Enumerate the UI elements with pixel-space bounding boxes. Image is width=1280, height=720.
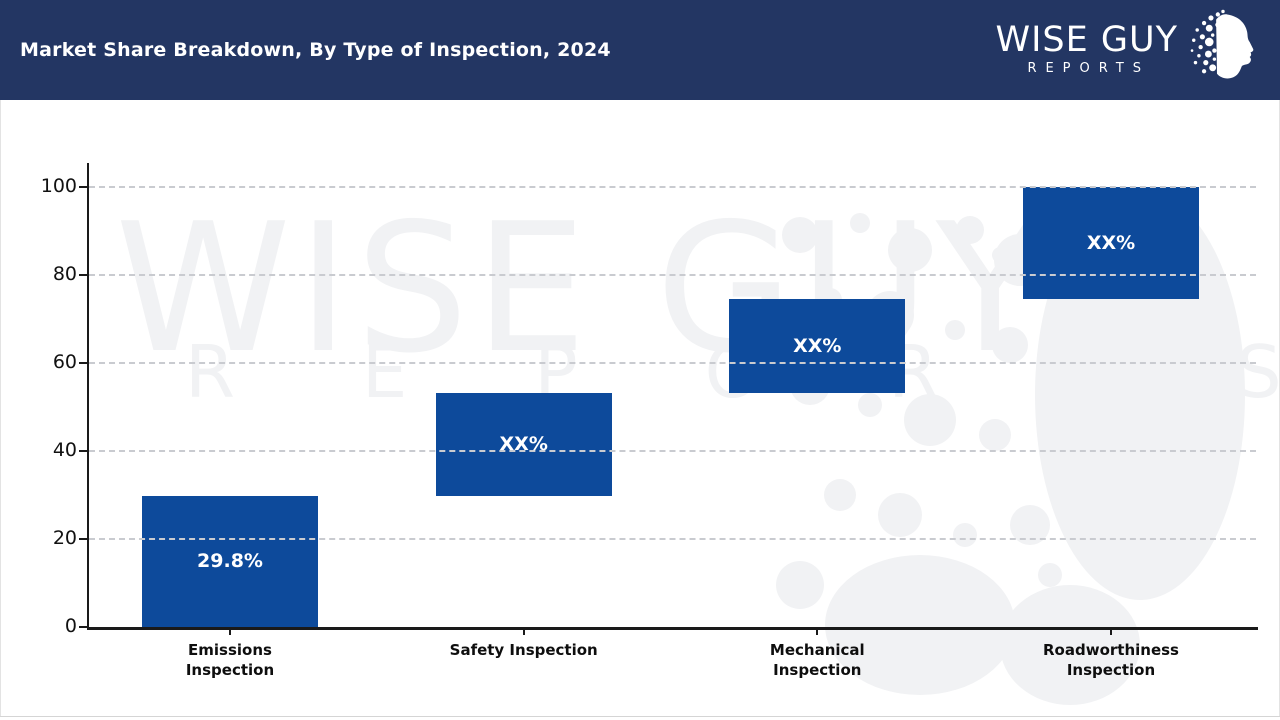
x-axis-tick xyxy=(816,627,819,635)
bar-segment xyxy=(729,298,906,393)
gridline xyxy=(89,362,1256,364)
x-tick-label: Emissions Inspection xyxy=(185,641,275,679)
bar-value-label: 29.8% xyxy=(197,550,263,573)
y-axis-tick xyxy=(79,274,87,276)
bar-value-label: XX% xyxy=(499,433,548,456)
y-axis-tick xyxy=(79,450,87,452)
wiseguy-logo: WISE GUY REPORTS xyxy=(995,8,1266,88)
footer-divider xyxy=(0,716,1280,717)
x-axis-line xyxy=(87,627,1258,630)
bar-segment xyxy=(142,495,318,627)
x-tick-label: Safety Inspection xyxy=(449,641,598,659)
y-tick-label: 40 xyxy=(52,439,77,461)
y-tick-label: 100 xyxy=(40,175,77,197)
gridline xyxy=(89,274,1256,276)
y-axis-tick xyxy=(79,362,87,364)
x-axis-tick xyxy=(229,627,231,635)
y-axis-tick xyxy=(79,626,87,628)
bar-value-label: XX% xyxy=(793,334,842,357)
bar-segment xyxy=(1023,187,1199,299)
logo-wordmark: WISE GUY xyxy=(995,19,1178,60)
y-tick-label: 0 xyxy=(64,615,77,637)
bar-segment xyxy=(435,392,612,496)
header-bar: Market Share Breakdown, By Type of Inspe… xyxy=(0,0,1280,100)
logo-subtitle: REPORTS xyxy=(1027,60,1151,76)
logo-text: WISE GUY REPORTS xyxy=(995,21,1178,76)
x-tick-label: Roadworthiness Inspection xyxy=(1043,641,1179,679)
y-tick-label: 20 xyxy=(52,527,77,549)
y-axis-line xyxy=(87,163,89,629)
bar-value-label: XX% xyxy=(1086,231,1136,254)
gridline xyxy=(89,450,1256,452)
y-axis-tick xyxy=(79,186,87,188)
logo-face-icon xyxy=(1190,9,1254,79)
x-axis-tick xyxy=(522,627,525,635)
y-tick-label: 80 xyxy=(52,263,77,285)
y-axis-tick xyxy=(79,538,87,540)
gridline xyxy=(89,186,1256,188)
y-tick-label: 60 xyxy=(52,351,77,373)
page-title: Market Share Breakdown, By Type of Inspe… xyxy=(20,39,611,61)
x-axis-tick xyxy=(1110,627,1112,635)
x-tick-label: Mechanical Inspection xyxy=(769,641,865,679)
gridline xyxy=(89,538,1256,540)
